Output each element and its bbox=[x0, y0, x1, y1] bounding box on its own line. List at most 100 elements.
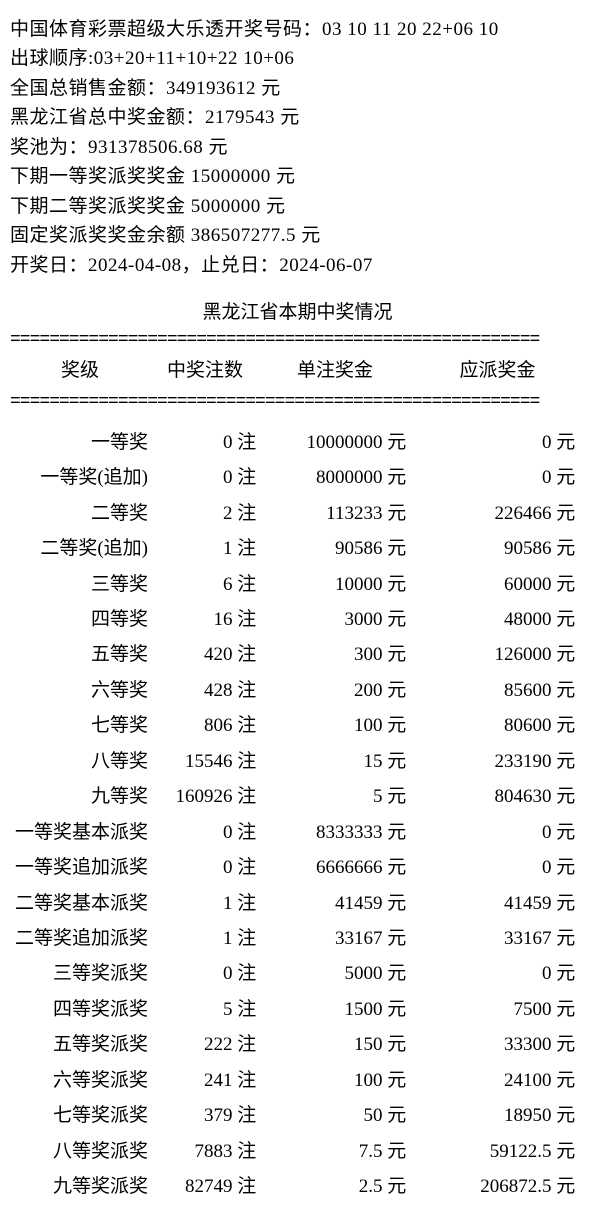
draw-order-line: 出球顺序:03+20+11+10+22 10+06 bbox=[10, 44, 585, 73]
cell-tier: 一等奖(追加) bbox=[10, 460, 150, 495]
cell-count: 379 注 bbox=[150, 1098, 260, 1133]
next-second-prize-line: 下期二等奖派奖奖金 5000000 元 bbox=[10, 192, 585, 221]
cell-unit-prize: 100 元 bbox=[260, 708, 410, 743]
cell-payout: 226466 元 bbox=[410, 496, 585, 531]
cell-unit-prize: 150 元 bbox=[260, 1027, 410, 1062]
draw-order-value: 03+20+11+10+22 10+06 bbox=[94, 48, 295, 69]
national-sales-value: 349193612 元 bbox=[166, 78, 281, 99]
cell-tier: 一等奖追加派奖 bbox=[10, 850, 150, 885]
cell-payout: 18950 元 bbox=[410, 1098, 585, 1133]
cell-count: 16 注 bbox=[150, 602, 260, 637]
winning-numbers-label: 中国体育彩票超级大乐透开奖号码： bbox=[10, 19, 322, 40]
table-row: 九等奖派奖82749 注2.5 元206872.5 元 bbox=[10, 1169, 585, 1204]
cell-count: 222 注 bbox=[150, 1027, 260, 1062]
table-header-row: 奖级 中奖注数 单注奖金 应派奖金 bbox=[10, 353, 585, 388]
table-row: 一等奖(追加)0 注8000000 元0 元 bbox=[10, 460, 585, 495]
cell-tier: 五等奖 bbox=[10, 637, 150, 672]
prize-table-body: 一等奖0 注10000000 元0 元一等奖(追加)0 注8000000 元0 … bbox=[10, 415, 585, 1205]
table-row: 三等奖6 注10000 元60000 元 bbox=[10, 567, 585, 602]
draw-date-label: 开奖日： bbox=[10, 255, 88, 276]
table-row: 四等奖派奖5 注1500 元7500 元 bbox=[10, 992, 585, 1027]
cell-count: 2 注 bbox=[150, 496, 260, 531]
table-row: 二等奖追加派奖1 注33167 元33167 元 bbox=[10, 921, 585, 956]
cell-count: 0 注 bbox=[150, 956, 260, 991]
cell-unit-prize: 6666666 元 bbox=[260, 850, 410, 885]
next-first-prize-line: 下期一等奖派奖奖金 15000000 元 bbox=[10, 162, 585, 191]
prize-pool-label: 奖池为： bbox=[10, 137, 88, 158]
claim-date: 2024-06-07 bbox=[279, 255, 373, 276]
table-row: 九等奖160926 注5 元804630 元 bbox=[10, 779, 585, 814]
province-prize-value: 2179543 元 bbox=[205, 107, 300, 128]
col-payout: 应派奖金 bbox=[410, 353, 585, 388]
cell-payout: 804630 元 bbox=[410, 779, 585, 814]
cell-payout: 80600 元 bbox=[410, 708, 585, 743]
cell-unit-prize: 200 元 bbox=[260, 673, 410, 708]
cell-unit-prize: 113233 元 bbox=[260, 496, 410, 531]
cell-unit-prize: 10000 元 bbox=[260, 567, 410, 602]
col-tier: 奖级 bbox=[10, 353, 150, 388]
province-prize-label: 黑龙江省总中奖金额： bbox=[10, 107, 205, 128]
cell-count: 0 注 bbox=[150, 815, 260, 850]
cell-count: 160926 注 bbox=[150, 779, 260, 814]
table-row: 二等奖(追加)1 注90586 元90586 元 bbox=[10, 531, 585, 566]
cell-count: 0 注 bbox=[150, 850, 260, 885]
table-row: 六等奖派奖241 注100 元24100 元 bbox=[10, 1063, 585, 1098]
cell-payout: 33300 元 bbox=[410, 1027, 585, 1062]
prize-table: 奖级 中奖注数 单注奖金 应派奖金 bbox=[10, 353, 585, 388]
national-sales-label: 全国总销售金额： bbox=[10, 78, 166, 99]
cell-count: 7883 注 bbox=[150, 1134, 260, 1169]
table-row: 七等奖806 注100 元80600 元 bbox=[10, 708, 585, 743]
cell-unit-prize: 90586 元 bbox=[260, 531, 410, 566]
cell-tier: 一等奖基本派奖 bbox=[10, 815, 150, 850]
cell-count: 6 注 bbox=[150, 567, 260, 602]
cell-payout: 24100 元 bbox=[410, 1063, 585, 1098]
cell-unit-prize: 33167 元 bbox=[260, 921, 410, 956]
table-row: 五等奖420 注300 元126000 元 bbox=[10, 637, 585, 672]
table-row: 二等奖基本派奖1 注41459 元41459 元 bbox=[10, 886, 585, 921]
prize-pool-value: 931378506.68 元 bbox=[88, 137, 228, 158]
cell-count: 0 注 bbox=[150, 460, 260, 495]
cell-tier: 八等奖派奖 bbox=[10, 1134, 150, 1169]
cell-tier: 五等奖派奖 bbox=[10, 1027, 150, 1062]
cell-payout: 85600 元 bbox=[410, 673, 585, 708]
table-row: 一等奖基本派奖0 注8333333 元0 元 bbox=[10, 815, 585, 850]
cell-unit-prize: 50 元 bbox=[260, 1098, 410, 1133]
fixed-prize-balance-line: 固定奖派奖奖金余额 386507277.5 元 bbox=[10, 221, 585, 250]
divider-mid: ========================================… bbox=[10, 393, 585, 411]
cell-unit-prize: 1500 元 bbox=[260, 992, 410, 1027]
cell-count: 1 注 bbox=[150, 921, 260, 956]
claim-date-label: ，止兑日： bbox=[182, 255, 280, 276]
table-row: 八等奖派奖7883 注7.5 元59122.5 元 bbox=[10, 1134, 585, 1169]
table-row: 四等奖16 注3000 元48000 元 bbox=[10, 602, 585, 637]
cell-count: 0 注 bbox=[150, 425, 260, 460]
cell-payout: 33167 元 bbox=[410, 921, 585, 956]
dates-line: 开奖日：2024-04-08，止兑日：2024-06-07 bbox=[10, 251, 585, 280]
winning-numbers-line: 中国体育彩票超级大乐透开奖号码：03 10 11 20 22+06 10 bbox=[10, 15, 585, 44]
cell-unit-prize: 5 元 bbox=[260, 779, 410, 814]
prize-pool-line: 奖池为：931378506.68 元 bbox=[10, 133, 585, 162]
cell-count: 806 注 bbox=[150, 708, 260, 743]
cell-payout: 0 元 bbox=[410, 850, 585, 885]
cell-unit-prize: 2.5 元 bbox=[260, 1169, 410, 1204]
cell-tier: 三等奖派奖 bbox=[10, 956, 150, 991]
cell-tier: 六等奖派奖 bbox=[10, 1063, 150, 1098]
cell-tier: 六等奖 bbox=[10, 673, 150, 708]
cell-tier: 二等奖(追加) bbox=[10, 531, 150, 566]
cell-unit-prize: 15 元 bbox=[260, 744, 410, 779]
cell-tier: 九等奖派奖 bbox=[10, 1169, 150, 1204]
cell-count: 1 注 bbox=[150, 886, 260, 921]
draw-order-label: 出球顺序: bbox=[10, 48, 94, 69]
col-count: 中奖注数 bbox=[150, 353, 260, 388]
cell-tier: 七等奖派奖 bbox=[10, 1098, 150, 1133]
cell-payout: 48000 元 bbox=[410, 602, 585, 637]
cell-unit-prize: 41459 元 bbox=[260, 886, 410, 921]
cell-payout: 0 元 bbox=[410, 425, 585, 460]
cell-tier: 七等奖 bbox=[10, 708, 150, 743]
table-row: 六等奖428 注200 元85600 元 bbox=[10, 673, 585, 708]
cell-payout: 206872.5 元 bbox=[410, 1169, 585, 1204]
cell-unit-prize: 300 元 bbox=[260, 637, 410, 672]
cell-payout: 233190 元 bbox=[410, 744, 585, 779]
province-prize-line: 黑龙江省总中奖金额：2179543 元 bbox=[10, 103, 585, 132]
cell-payout: 0 元 bbox=[410, 460, 585, 495]
cell-unit-prize: 5000 元 bbox=[260, 956, 410, 991]
